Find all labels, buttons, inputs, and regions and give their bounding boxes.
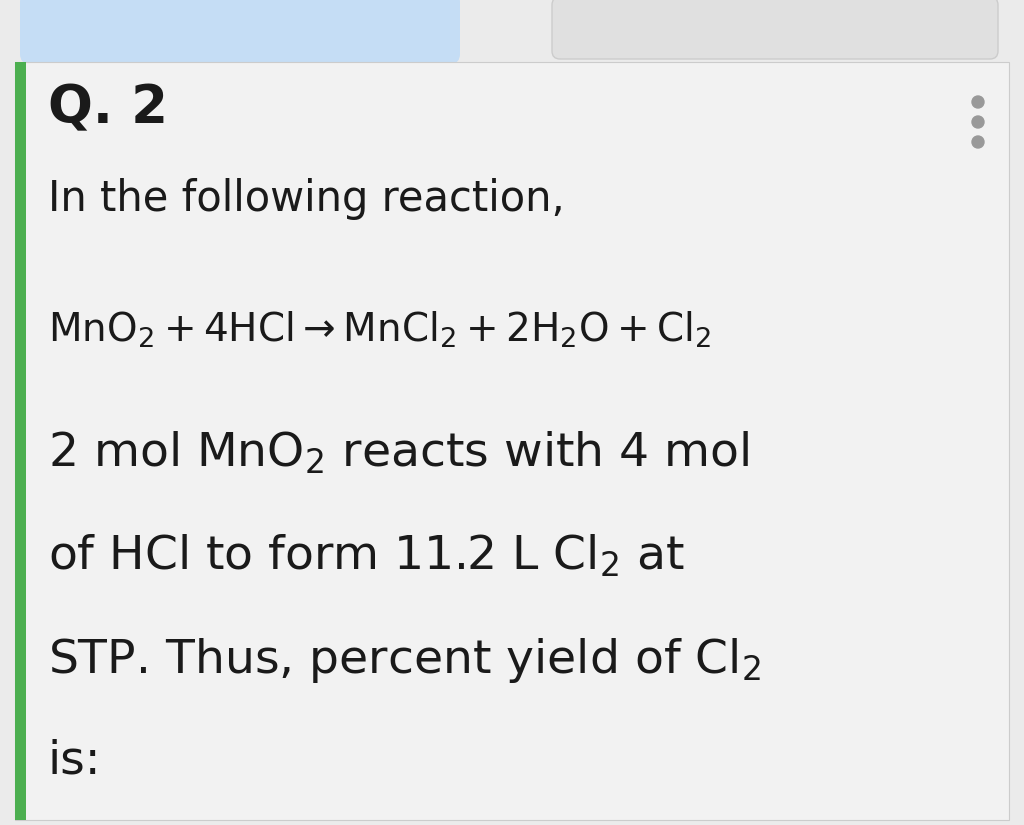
Circle shape	[972, 136, 984, 148]
Text: of HCl to form 11.2 L $\mathrm{Cl_2}$ at: of HCl to form 11.2 L $\mathrm{Cl_2}$ at	[48, 533, 685, 579]
FancyBboxPatch shape	[552, 0, 998, 59]
FancyBboxPatch shape	[20, 0, 460, 64]
FancyBboxPatch shape	[15, 62, 1009, 820]
Text: Q. 2: Q. 2	[48, 82, 168, 134]
Bar	[15, 62, 26, 820]
Text: is:: is:	[48, 739, 101, 784]
Circle shape	[972, 116, 984, 128]
Text: STP. Thus, percent yield of $\mathrm{Cl_2}$: STP. Thus, percent yield of $\mathrm{Cl_…	[48, 636, 761, 685]
Text: 2 mol $\mathrm{MnO_2}$ reacts with 4 mol: 2 mol $\mathrm{MnO_2}$ reacts with 4 mol	[48, 430, 750, 477]
Text: In the following reaction,: In the following reaction,	[48, 178, 565, 220]
Text: $\mathrm{MnO_2 + 4HCl \rightarrow MnCl_2 + 2H_2O + Cl_2}$: $\mathrm{MnO_2 + 4HCl \rightarrow MnCl_2…	[48, 310, 712, 351]
Circle shape	[972, 96, 984, 108]
